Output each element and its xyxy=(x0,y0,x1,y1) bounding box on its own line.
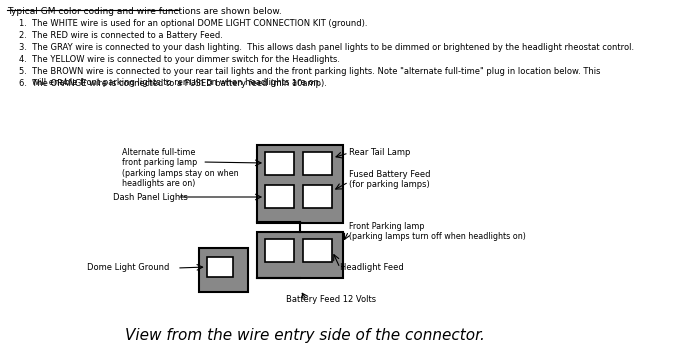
Text: Battery Feed 12 Volts: Battery Feed 12 Volts xyxy=(286,295,376,305)
Text: 4.  The YELLOW wire is connected to your dimmer switch for the Headlights.: 4. The YELLOW wire is connected to your … xyxy=(19,55,340,64)
Bar xyxy=(303,152,332,175)
Text: Rear Tail Lamp: Rear Tail Lamp xyxy=(349,148,410,157)
Bar xyxy=(265,239,294,262)
Bar xyxy=(257,232,343,278)
Text: Fused Battery Feed
(for parking lamps): Fused Battery Feed (for parking lamps) xyxy=(349,170,430,189)
Text: Front Parking lamp
(parking lamps turn off when headlights on): Front Parking lamp (parking lamps turn o… xyxy=(349,222,526,241)
Text: 2.  The RED wire is connected to a Battery Feed.: 2. The RED wire is connected to a Batter… xyxy=(19,31,223,40)
Bar xyxy=(265,152,294,175)
Text: Typical GM color coding and wire functions are shown below.: Typical GM color coding and wire functio… xyxy=(7,7,281,16)
Text: Dash Panel Lights: Dash Panel Lights xyxy=(113,192,188,201)
Text: 5.  The BROWN wire is connected to your rear tail lights and the front parking l: 5. The BROWN wire is connected to your r… xyxy=(19,67,601,76)
Text: Dome Light Ground: Dome Light Ground xyxy=(88,264,169,273)
Bar xyxy=(303,239,332,262)
Bar xyxy=(257,145,343,223)
Text: Alternate full-time
front parking lamp
(parking lamps stay on when
headlights ar: Alternate full-time front parking lamp (… xyxy=(122,148,239,188)
Text: View from the wire entry side of the connector.: View from the wire entry side of the con… xyxy=(125,328,485,343)
Bar xyxy=(265,185,294,208)
Text: 1.  The WHITE wire is used for an optional DOME LIGHT CONNECTION KIT (ground).: 1. The WHITE wire is used for an optiona… xyxy=(19,19,368,28)
Text: Headlight Feed: Headlight Feed xyxy=(340,264,404,273)
Bar xyxy=(199,248,248,292)
Bar xyxy=(303,185,332,208)
Bar xyxy=(206,257,233,277)
Text: 3.  The GRAY wire is connected to your dash lighting.  This allows dash panel li: 3. The GRAY wire is connected to your da… xyxy=(19,43,634,52)
Text: will enable front parking lights to remain on when headlights are on.: will enable front parking lights to rema… xyxy=(19,78,322,87)
Text: 6.  The ORANGE wire is connected to a FUSED battery feed (min 10amp).: 6. The ORANGE wire is connected to a FUS… xyxy=(19,79,327,88)
